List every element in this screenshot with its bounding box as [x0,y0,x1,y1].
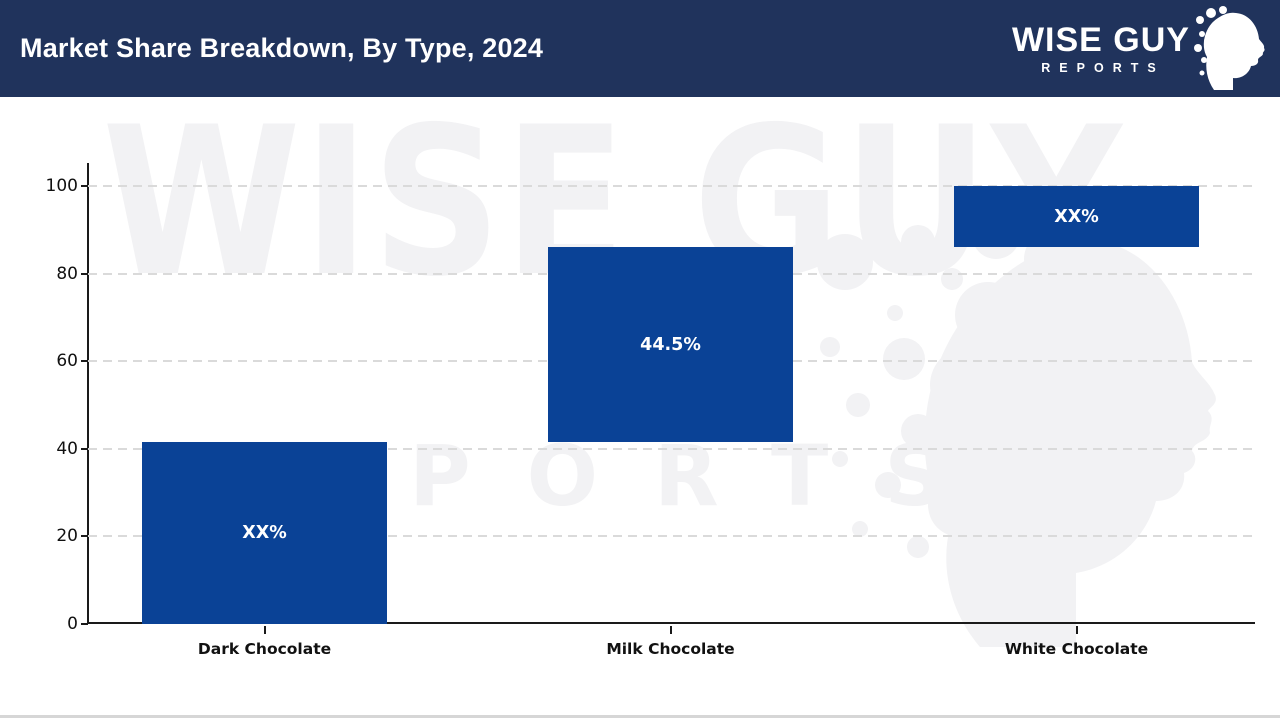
y-tick-label: 100 [45,176,78,196]
bar-segment [954,186,1199,248]
y-tick-mark [81,272,88,275]
y-tick-label: 80 [56,263,78,284]
logo-wordmark: WISE GUY [1011,20,1190,59]
chart-canvas: WISE GUY REPORTS 0 20 40 60 80 100 XX% Dark Cho… [0,97,1280,716]
y-tick-mark [81,447,88,450]
logo-face-icon [1194,5,1265,90]
x-category-label: Dark Chocolate [197,640,332,658]
bar-segment [548,247,793,443]
gridline [88,535,1253,538]
bar-value-label: XX% [1054,206,1099,227]
y-tick-mark [81,623,88,625]
x-category-label: White Chocolate [1004,640,1149,658]
footer-strip [0,715,1280,718]
x-axis-line [87,622,1255,624]
y-tick-label: 40 [56,438,78,459]
gridline [88,185,1253,187]
y-tick-label: 20 [56,526,78,547]
y-tick-label: 0 [67,614,78,634]
logo-subtext: REPORTS [1041,60,1165,75]
wise-guy-logo: WISE GUY REPORTS [1012,5,1266,92]
bar-value-label: XX% [242,523,287,544]
x-tick-mark [669,626,672,634]
x-category-label: Milk Chocolate [606,640,735,658]
header-bar: Market Share Breakdown, By Type, 2024 WI… [0,0,1280,97]
watermark-face-icon [817,217,1216,647]
logo-text: WISE GUY REPORTS [1012,23,1190,75]
y-tick-label: 60 [56,351,78,372]
y-tick-mark [81,535,88,538]
gridline [88,447,1253,450]
bar-value-label: 44.5% [640,334,701,355]
page-title: Market Share Breakdown, By Type, 2024 [20,33,544,63]
y-tick-mark [81,185,88,187]
y-tick-mark [81,360,88,363]
bar-segment [142,442,387,624]
x-tick-mark [263,626,266,634]
y-axis-line [87,163,89,624]
x-tick-mark [1075,626,1078,634]
